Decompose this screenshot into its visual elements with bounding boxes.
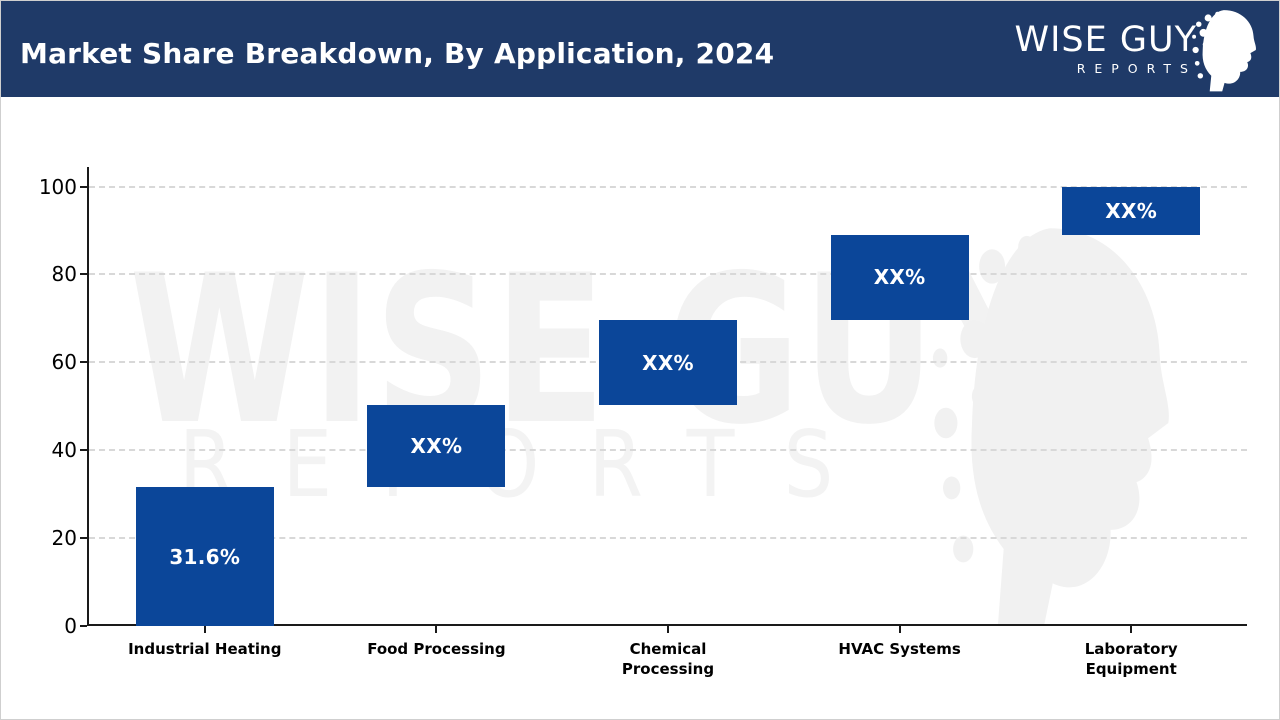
x-axis-tick (667, 626, 669, 633)
logo-wordmark-text: WISE GUY (1014, 20, 1197, 60)
watermark-reports-text: REPORTS (179, 411, 883, 518)
y-axis-tick (80, 185, 87, 188)
x-tick-label: Industrial Heating (128, 640, 282, 658)
gridline (89, 273, 1247, 276)
y-axis-line (87, 167, 89, 626)
y-axis-tick (80, 273, 87, 276)
y-tick-label: 100 (38, 174, 77, 199)
logo: WISE GUY REPORTS (1003, 1, 1273, 97)
x-axis-tick (435, 626, 438, 633)
y-axis-tick (80, 625, 87, 627)
x-tick-label: Laboratory Equipment (1084, 640, 1178, 678)
bar-label: XX% (642, 350, 694, 375)
y-tick-label: 0 (64, 614, 77, 638)
dotted-head-profile-icon (1192, 10, 1256, 92)
plot-area: 31.6% XX% XX% XX% XX% (89, 169, 1247, 626)
y-axis-tick (80, 537, 87, 540)
bar: 31.6% (135, 487, 274, 626)
page-title: Market Share Breakdown, By Application, … (20, 37, 775, 70)
x-axis-line (87, 624, 1247, 626)
gridline (89, 449, 1247, 452)
x-axis-tick (203, 626, 206, 633)
bar: XX% (599, 319, 737, 406)
bar-label: 31.6% (169, 544, 241, 569)
y-tick-label: 60 (51, 350, 77, 375)
logo-wordmark: WISE GUY REPORTS (1014, 21, 1197, 76)
x-tick-label: Chemical Processing (621, 640, 715, 678)
bar: XX% (1062, 186, 1201, 235)
x-tick-label: HVAC Systems (838, 640, 961, 658)
bar-label: XX% (873, 265, 926, 290)
y-tick-label: 80 (51, 262, 77, 287)
bar: XX% (367, 405, 506, 488)
x-tick-label: Food Processing (367, 640, 506, 658)
bar-label: XX% (410, 434, 463, 459)
x-axis-tick (1130, 626, 1133, 633)
bar-label: XX% (1105, 198, 1158, 223)
x-axis-tick (898, 626, 901, 633)
gridline (89, 185, 1247, 188)
watermark-head-profile-icon (932, 228, 1169, 626)
y-tick-label: 40 (51, 438, 77, 463)
y-axis-tick (80, 449, 87, 452)
y-tick-label: 20 (51, 526, 77, 551)
logo-subtext: REPORTS (1076, 61, 1197, 76)
gridline (89, 537, 1247, 540)
y-axis-tick (80, 361, 87, 364)
header: Market Share Breakdown, By Application, … (1, 1, 1279, 97)
bar: XX% (830, 234, 969, 320)
